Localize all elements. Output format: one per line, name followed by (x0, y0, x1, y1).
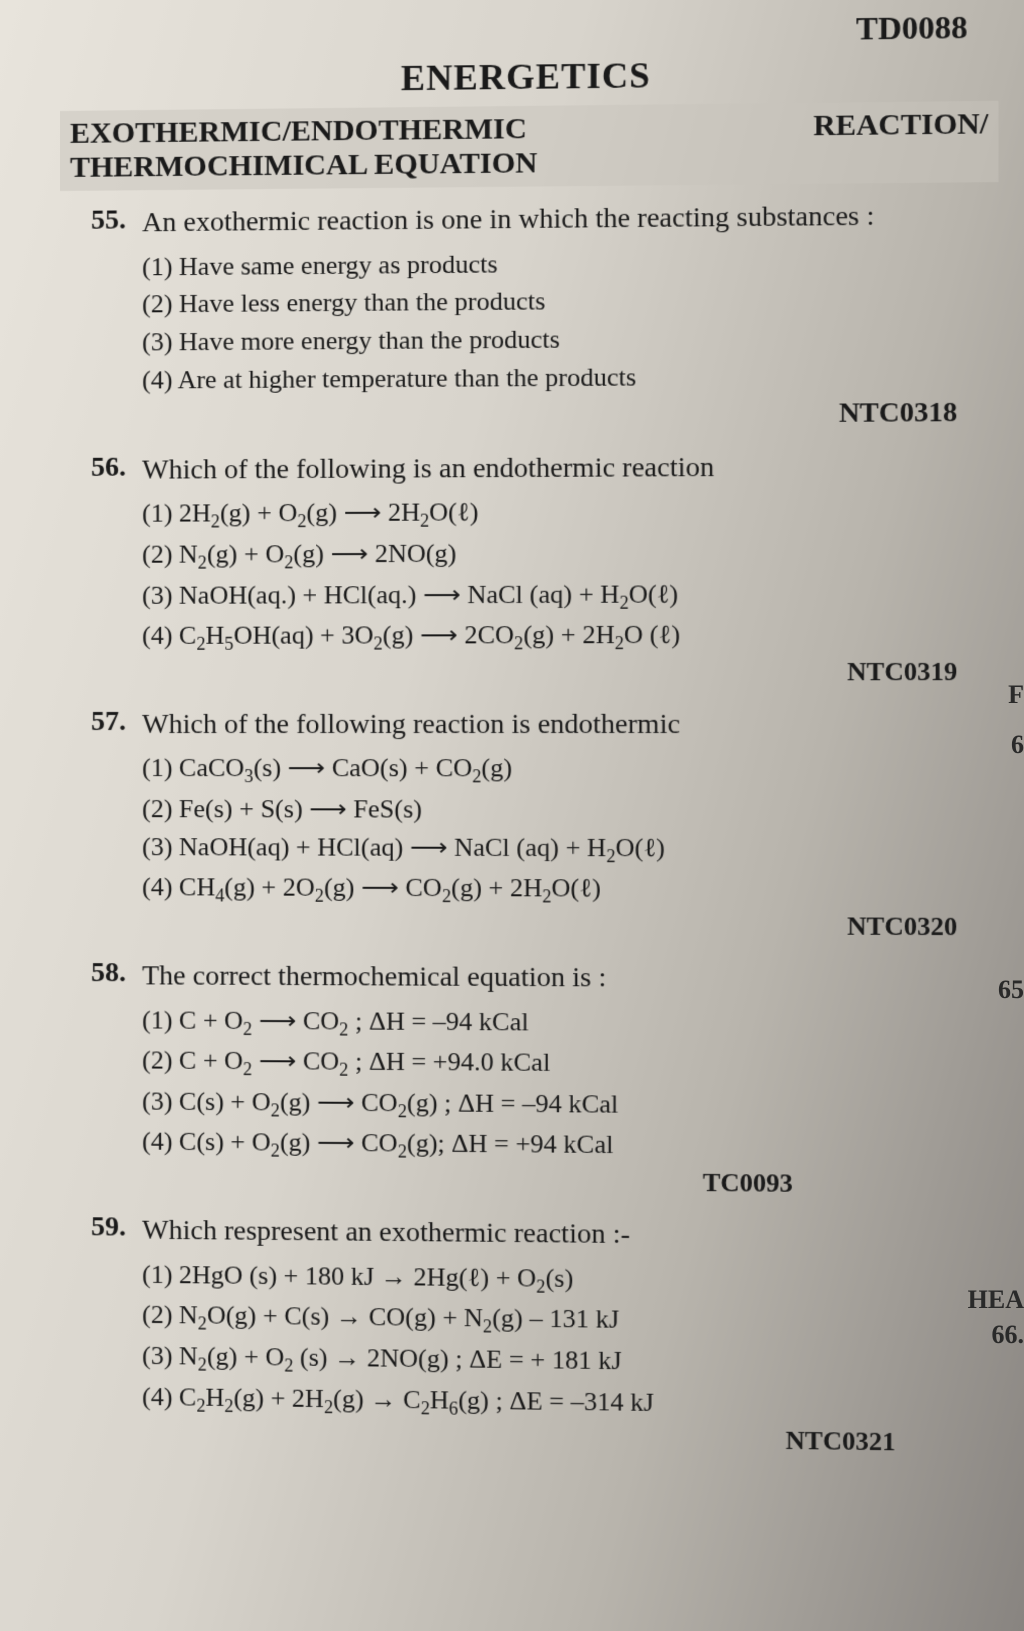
q-num: 59. (70, 1211, 126, 1244)
q-option: (3) NaOH(aq.) + HCl(aq.) ⟶ NaCl (aq) + H… (142, 574, 999, 617)
q-text: Which of the following is an endothermic… (142, 447, 999, 489)
q-text: Which of the following reaction is endot… (142, 705, 999, 743)
q-num: 58. (70, 957, 126, 989)
q-option: (3) Have more energy than the products (142, 317, 999, 361)
section-header: EXOTHERMIC/ENDOTHERMIC REACTION/ THERMOC… (60, 101, 999, 191)
section-header-right: REACTION/ (813, 107, 988, 143)
question-58: 58. The correct thermochemical equation … (60, 957, 999, 1201)
q-code: TC0093 (142, 1164, 793, 1199)
question-56: 56. Which of the following is an endothe… (60, 447, 999, 688)
q-option: (2) Fe(s) + S(s) ⟶ FeS(s) (142, 790, 999, 829)
q-option: (4) C2H5OH(aq) + 3O2(g) ⟶ 2CO2(g) + 2H2O… (142, 615, 999, 657)
question-59: 59. Which respresent an exothermic react… (60, 1211, 999, 1459)
q-code: NTC0319 (142, 656, 957, 687)
q-option: (4) CH4(g) + 2O2(g) ⟶ CO2(g) + 2H2O(ℓ) (142, 868, 999, 911)
q-option: (1) CaCO3(s) ⟶ CaO(s) + CO2(g) (142, 749, 999, 790)
side-fragment: F (1008, 680, 1024, 710)
q-option: (4) C(s) + O2(g) ⟶ CO2(g); ΔH = +94 kCal (142, 1123, 999, 1170)
q-option: (1) C + O2 ⟶ CO2 ; ΔH = –94 kCal (142, 1001, 999, 1046)
q-num: 55. (70, 204, 126, 237)
q-option: (2) C + O2 ⟶ CO2 ; ΔH = +94.0 kCal (142, 1042, 999, 1088)
q-option: (3) NaOH(aq) + HCl(aq) ⟶ NaCl (aq) + H2O… (142, 828, 999, 871)
side-fragment: 66. (992, 1320, 1024, 1350)
q-num: 57. (70, 706, 126, 738)
side-fragment: HEA (968, 1285, 1024, 1315)
q-option: (2) N2(g) + O2(g) ⟶ 2NO(g) (142, 533, 999, 577)
q-code: NTC0320 (142, 909, 957, 942)
question-57: 57. Which of the following reaction is e… (60, 705, 999, 942)
doc-code: TD0088 (60, 9, 968, 57)
q-code: NTC0318 (70, 396, 957, 433)
main-title: ENERGETICS (60, 50, 999, 103)
q-option: (1) Have same energy as products (142, 241, 999, 286)
q-option: (1) 2H2(g) + O2(g) ⟶ 2H2O(ℓ) (142, 491, 999, 535)
question-55: 55. An exothermic reaction is one in whi… (60, 196, 999, 433)
q-num: 56. (70, 451, 126, 483)
section-header-left: EXOTHERMIC/ENDOTHERMIC (70, 112, 527, 151)
q-text: The correct thermochemical equation is : (142, 957, 999, 999)
q-option: (4) Are at higher temperature than the p… (142, 356, 999, 399)
q-option: (2) Have less energy than the products (142, 279, 999, 323)
q-option: (3) C(s) + O2(g) ⟶ CO2(g) ; ΔH = –94 kCa… (142, 1082, 999, 1128)
side-fragment: 65 (998, 975, 1024, 1005)
q-text: An exothermic reaction is one in which t… (142, 196, 999, 242)
q-text: Which respresent an exothermic reaction … (142, 1212, 999, 1258)
side-fragment: 6 (1011, 730, 1024, 760)
